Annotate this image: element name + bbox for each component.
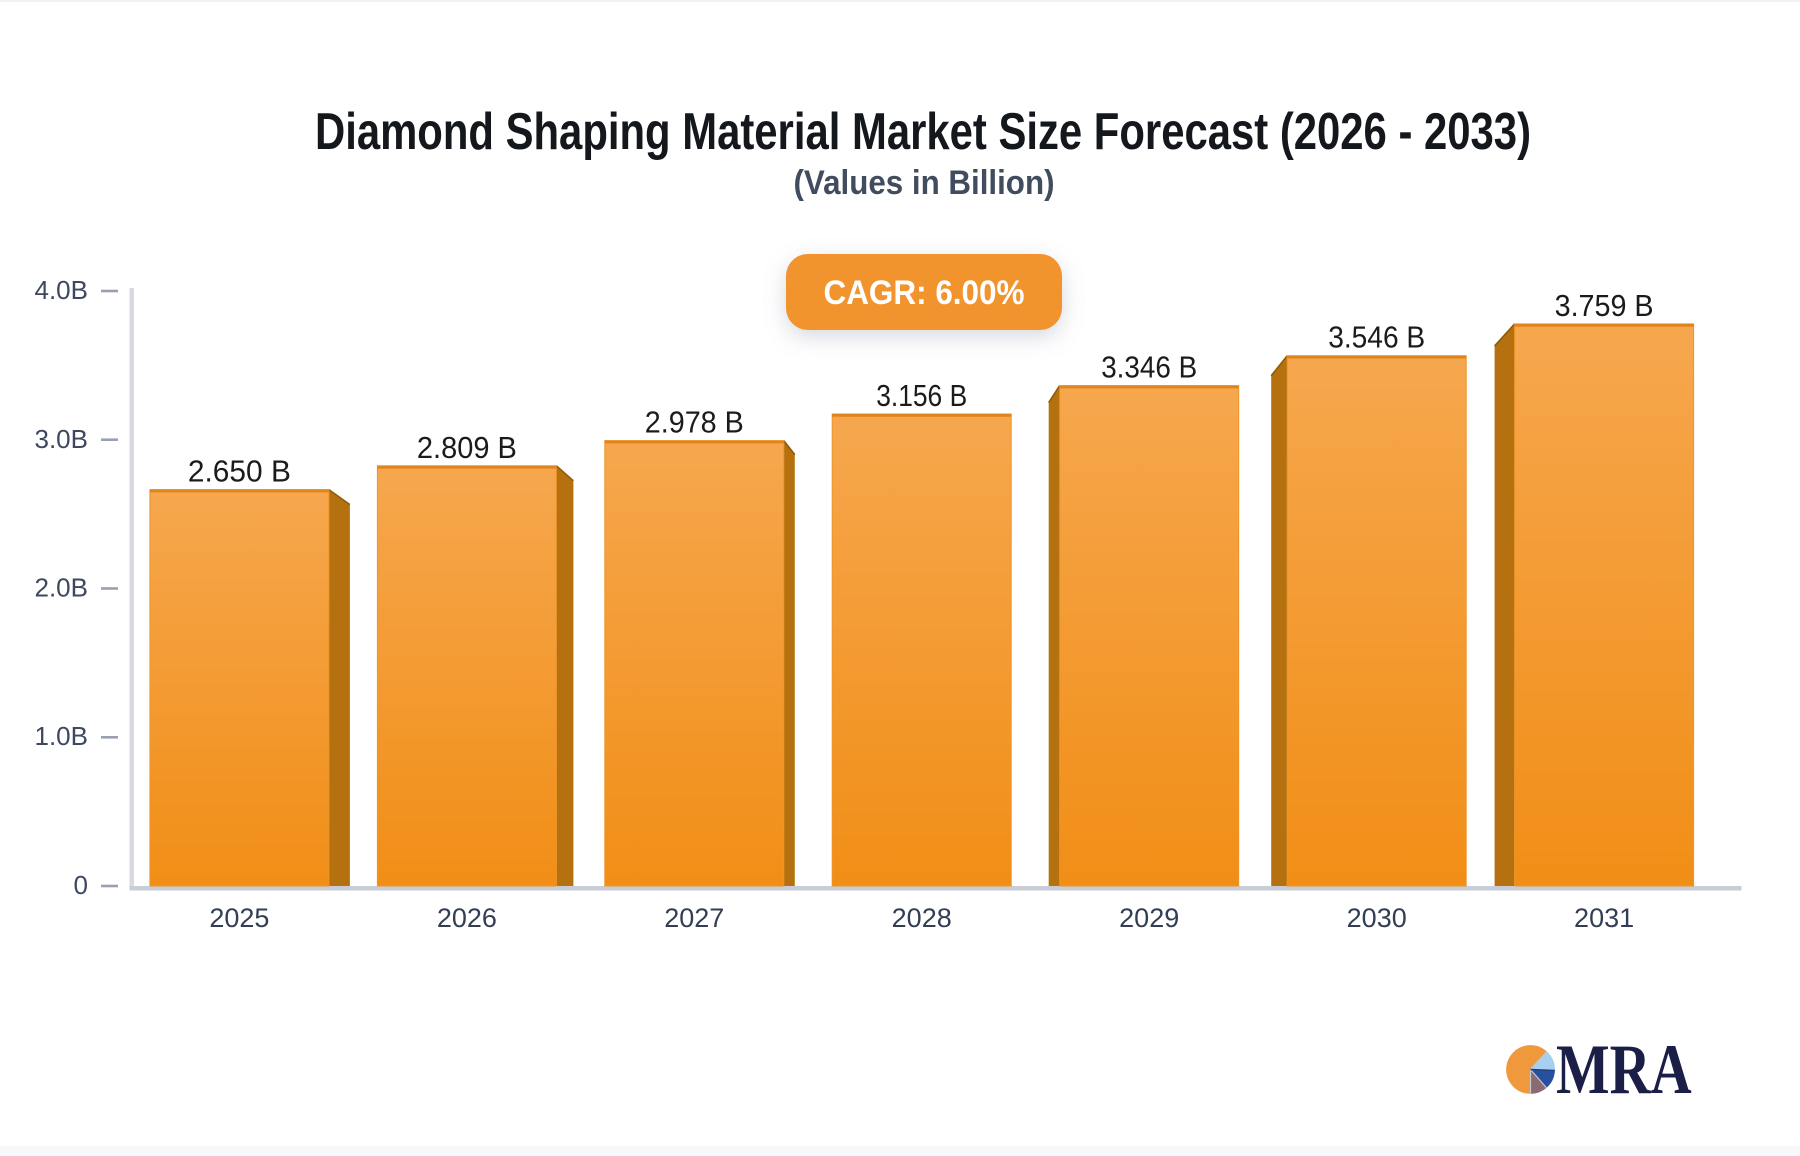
svg-text:(Values in Billion): (Values in Billion)	[794, 164, 1055, 202]
svg-text:2025: 2025	[209, 903, 269, 933]
svg-text:3.346 B: 3.346 B	[1101, 350, 1197, 385]
svg-text:3.759 B: 3.759 B	[1555, 288, 1654, 323]
svg-text:3.546 B: 3.546 B	[1328, 320, 1425, 355]
svg-text:3.156 B: 3.156 B	[876, 378, 967, 413]
svg-text:CAGR: 6.00%: CAGR: 6.00%	[824, 274, 1025, 312]
svg-text:2.0B: 2.0B	[35, 573, 89, 603]
svg-text:3.0B: 3.0B	[35, 424, 89, 454]
svg-text:2030: 2030	[1347, 903, 1407, 933]
svg-text:2.650 B: 2.650 B	[188, 454, 291, 489]
svg-text:2.809 B: 2.809 B	[417, 430, 517, 465]
svg-text:2027: 2027	[664, 903, 724, 933]
svg-text:Diamond Shaping Material Marke: Diamond Shaping Material Market Size For…	[315, 103, 1531, 161]
svg-text:2031: 2031	[1574, 903, 1634, 933]
svg-text:2028: 2028	[892, 903, 952, 933]
svg-text:4.0B: 4.0B	[35, 275, 89, 305]
svg-text:1.0B: 1.0B	[35, 721, 89, 751]
svg-text:2029: 2029	[1119, 903, 1179, 933]
svg-text:0: 0	[74, 870, 88, 900]
svg-text:2026: 2026	[437, 903, 497, 933]
svg-text:MRA: MRA	[1556, 1030, 1692, 1108]
svg-text:2.978 B: 2.978 B	[645, 405, 744, 440]
